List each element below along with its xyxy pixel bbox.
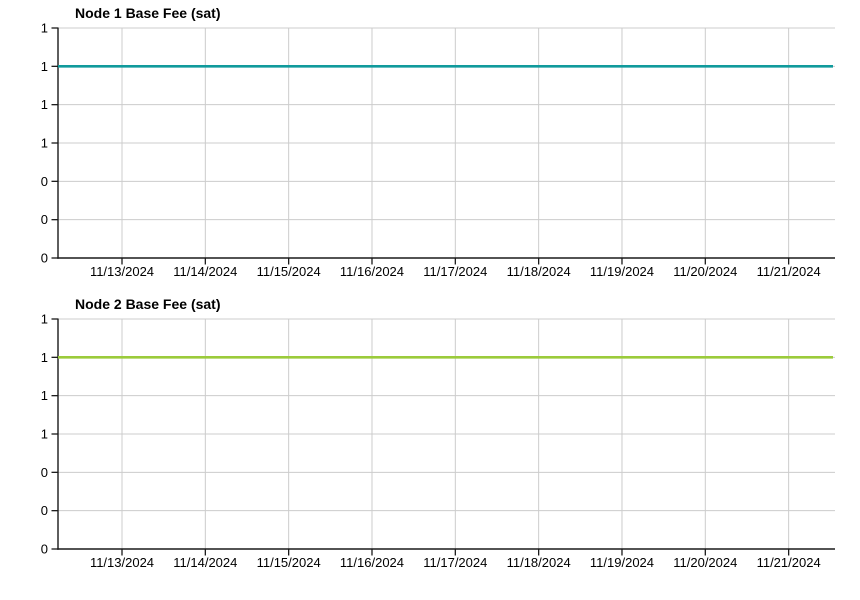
x-tick-label: 11/17/2024 (423, 264, 487, 279)
x-tick-label: 11/21/2024 (757, 555, 821, 570)
x-tick-label: 11/20/2024 (673, 264, 737, 279)
node-2-base-fee-chart: 1 1 1 1 0 0 0 11/13/2024 11/14/2024 11/15/2024 11/… (0, 291, 860, 600)
x-tick-label: 11/16/2024 (340, 555, 404, 570)
x-tick-label: 11/13/2024 (90, 555, 154, 570)
node-1-chart-title: Node 1 Base Fee (sat) (75, 5, 221, 21)
x-tick-label: 11/19/2024 (590, 264, 654, 279)
y-tick-label: 0 (41, 503, 48, 518)
x-tick-label: 11/15/2024 (257, 264, 321, 279)
x-tick-label: 11/13/2024 (90, 264, 154, 279)
x-tick-label: 11/20/2024 (673, 555, 737, 570)
y-tick-label: 1 (41, 312, 48, 327)
x-tick-label: 11/18/2024 (507, 555, 571, 570)
x-tick-label: 11/14/2024 (173, 555, 237, 570)
x-tick-label: 11/19/2024 (590, 555, 654, 570)
node-1-base-fee-chart: 1 1 1 1 0 0 0 11/13/2024 11/14/2024 11/15/2024 11/… (0, 0, 860, 291)
y-tick-label: 0 (41, 542, 48, 557)
y-tick-label: 1 (41, 350, 48, 365)
y-tick-label: 0 (41, 251, 48, 266)
y-tick-label: 1 (41, 59, 48, 74)
x-tick-label: 11/16/2024 (340, 264, 404, 279)
y-tick-label: 0 (41, 212, 48, 227)
y-tick-label: 1 (41, 136, 48, 151)
y-tick-label: 1 (41, 388, 48, 403)
x-tick-label: 11/15/2024 (257, 555, 321, 570)
node-2-chart-title: Node 2 Base Fee (sat) (75, 296, 221, 312)
x-tick-label: 11/21/2024 (757, 264, 821, 279)
y-tick-label: 0 (41, 174, 48, 189)
x-tick-label: 11/14/2024 (173, 264, 237, 279)
y-tick-label: 1 (41, 427, 48, 442)
y-tick-label: 1 (41, 21, 48, 36)
node-2-chart-canvas: 1 1 1 1 0 0 0 11/13/2024 11/14/2024 11/15/2024 11/… (41, 312, 835, 570)
x-tick-label: 11/18/2024 (507, 264, 571, 279)
node-1-chart-canvas: 1 1 1 1 0 0 0 11/13/2024 11/14/2024 11/15/2024 11/… (41, 21, 835, 279)
y-tick-label: 0 (41, 465, 48, 480)
y-tick-label: 1 (41, 97, 48, 112)
x-tick-label: 11/17/2024 (423, 555, 487, 570)
